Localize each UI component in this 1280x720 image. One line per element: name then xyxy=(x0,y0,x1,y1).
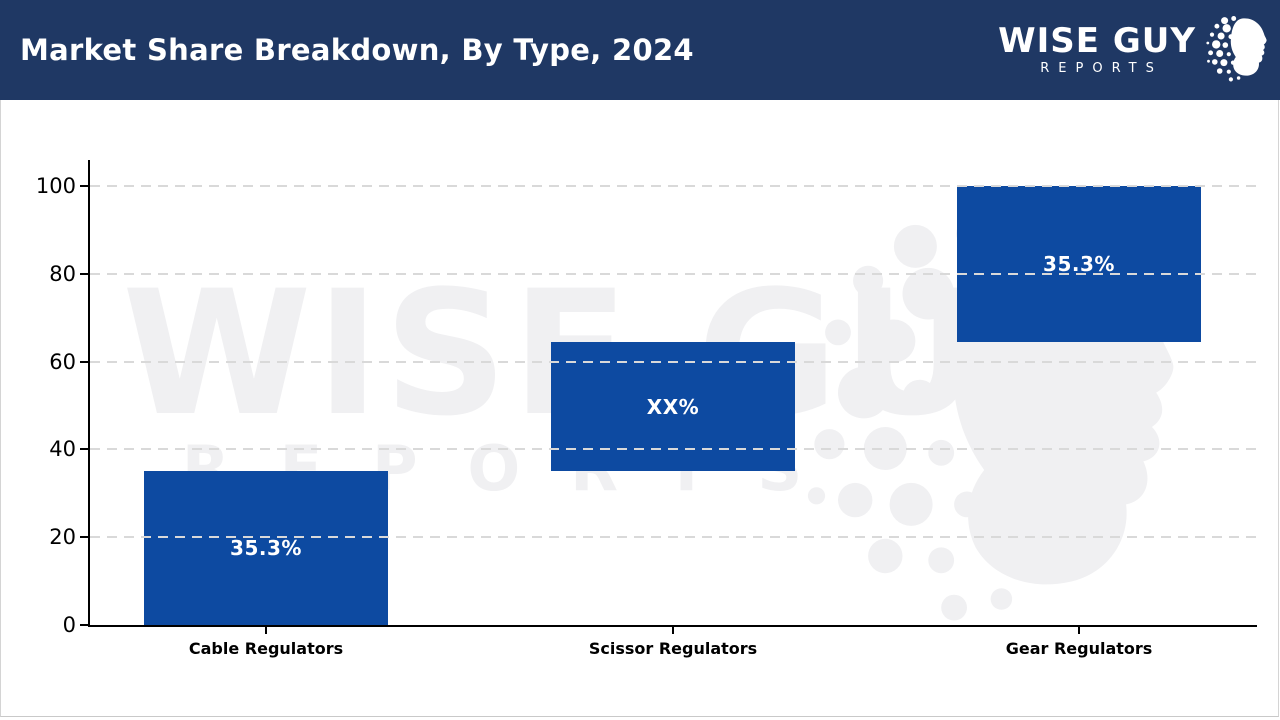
gridline-80 xyxy=(90,272,1257,275)
plot-area: 0 20 40 60 80 100 35.3% XX% 35.3% Cable Regulator… xyxy=(36,160,1257,658)
y-tick-20 xyxy=(80,536,88,539)
y-tick-100 xyxy=(80,185,88,187)
bar-segment: 35.3% xyxy=(144,471,388,625)
wise-guy-logo: WISE GUY REPORTS xyxy=(998,8,1268,92)
y-tick-60 xyxy=(80,360,88,363)
x-tick-1 xyxy=(672,625,674,634)
gridline-20 xyxy=(90,536,1257,539)
x-category-label: Cable Regulators xyxy=(188,639,344,658)
x-tick-2 xyxy=(1078,625,1080,634)
x-category-label: Gear Regulators xyxy=(1005,639,1153,658)
y-tick-80 xyxy=(80,272,88,275)
y-tick-0 xyxy=(80,624,88,626)
logo-subtitle: REPORTS xyxy=(1040,61,1163,77)
gridline-40 xyxy=(90,448,1257,451)
bar-value-label: 35.3% xyxy=(230,536,302,561)
dot-face-icon xyxy=(1206,16,1267,82)
bar-value-label: XX% xyxy=(646,394,700,419)
y-tick-40 xyxy=(80,448,88,451)
x-tick-0 xyxy=(265,625,267,634)
y-tick-label-20: 20 xyxy=(49,525,76,550)
chart-title: Market Share Breakdown, By Type, 2024 xyxy=(20,33,694,67)
gridline-100 xyxy=(90,185,1257,187)
bar-segment: 35.3% xyxy=(957,186,1201,342)
gridline-60 xyxy=(90,360,1257,363)
header-band: Market Share Breakdown, By Type, 2024 WI… xyxy=(0,0,1280,100)
y-tick-label-40: 40 xyxy=(49,437,76,462)
y-tick-label-80: 80 xyxy=(49,261,76,286)
logo-text: WISE GUY REPORTS xyxy=(998,20,1196,77)
y-tick-label-0: 0 xyxy=(62,613,76,637)
x-category-label: Scissor Regulators xyxy=(588,639,758,658)
y-tick-label-60: 60 xyxy=(49,349,76,374)
logo-wordmark: WISE GUY xyxy=(998,20,1196,61)
y-tick-label-100: 100 xyxy=(35,174,76,198)
